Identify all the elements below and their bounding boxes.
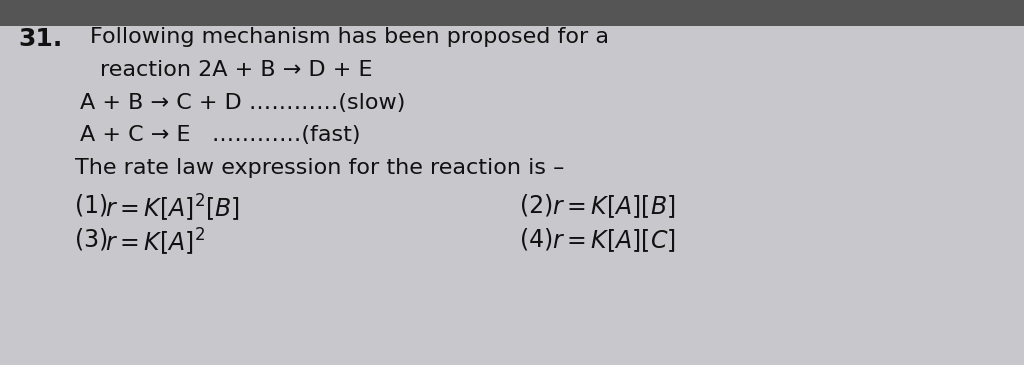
Text: (4): (4) <box>520 227 561 251</box>
Text: The rate law expression for the reaction is –: The rate law expression for the reaction… <box>75 158 564 178</box>
Text: (2): (2) <box>520 193 561 217</box>
Text: $r = K[A][C]$: $r = K[A][C]$ <box>552 227 676 254</box>
Text: A + B → C + D …………(slow): A + B → C + D …………(slow) <box>80 93 406 113</box>
Text: (3): (3) <box>75 227 116 251</box>
Text: $r = K[A]^{2}$: $r = K[A]^{2}$ <box>105 227 205 258</box>
Text: $r = K[A]^{2}[B]$: $r = K[A]^{2}[B]$ <box>105 193 240 224</box>
Text: Following mechanism has been proposed for a: Following mechanism has been proposed fo… <box>90 27 609 47</box>
Text: 31.: 31. <box>18 27 62 51</box>
Text: A + C → E   …………(fast): A + C → E …………(fast) <box>80 125 360 145</box>
Text: reaction 2A + B → D + E: reaction 2A + B → D + E <box>100 60 373 80</box>
Bar <box>0 0 1024 26</box>
Text: (1): (1) <box>75 193 116 217</box>
Text: $r = K[A][B]$: $r = K[A][B]$ <box>552 193 676 220</box>
